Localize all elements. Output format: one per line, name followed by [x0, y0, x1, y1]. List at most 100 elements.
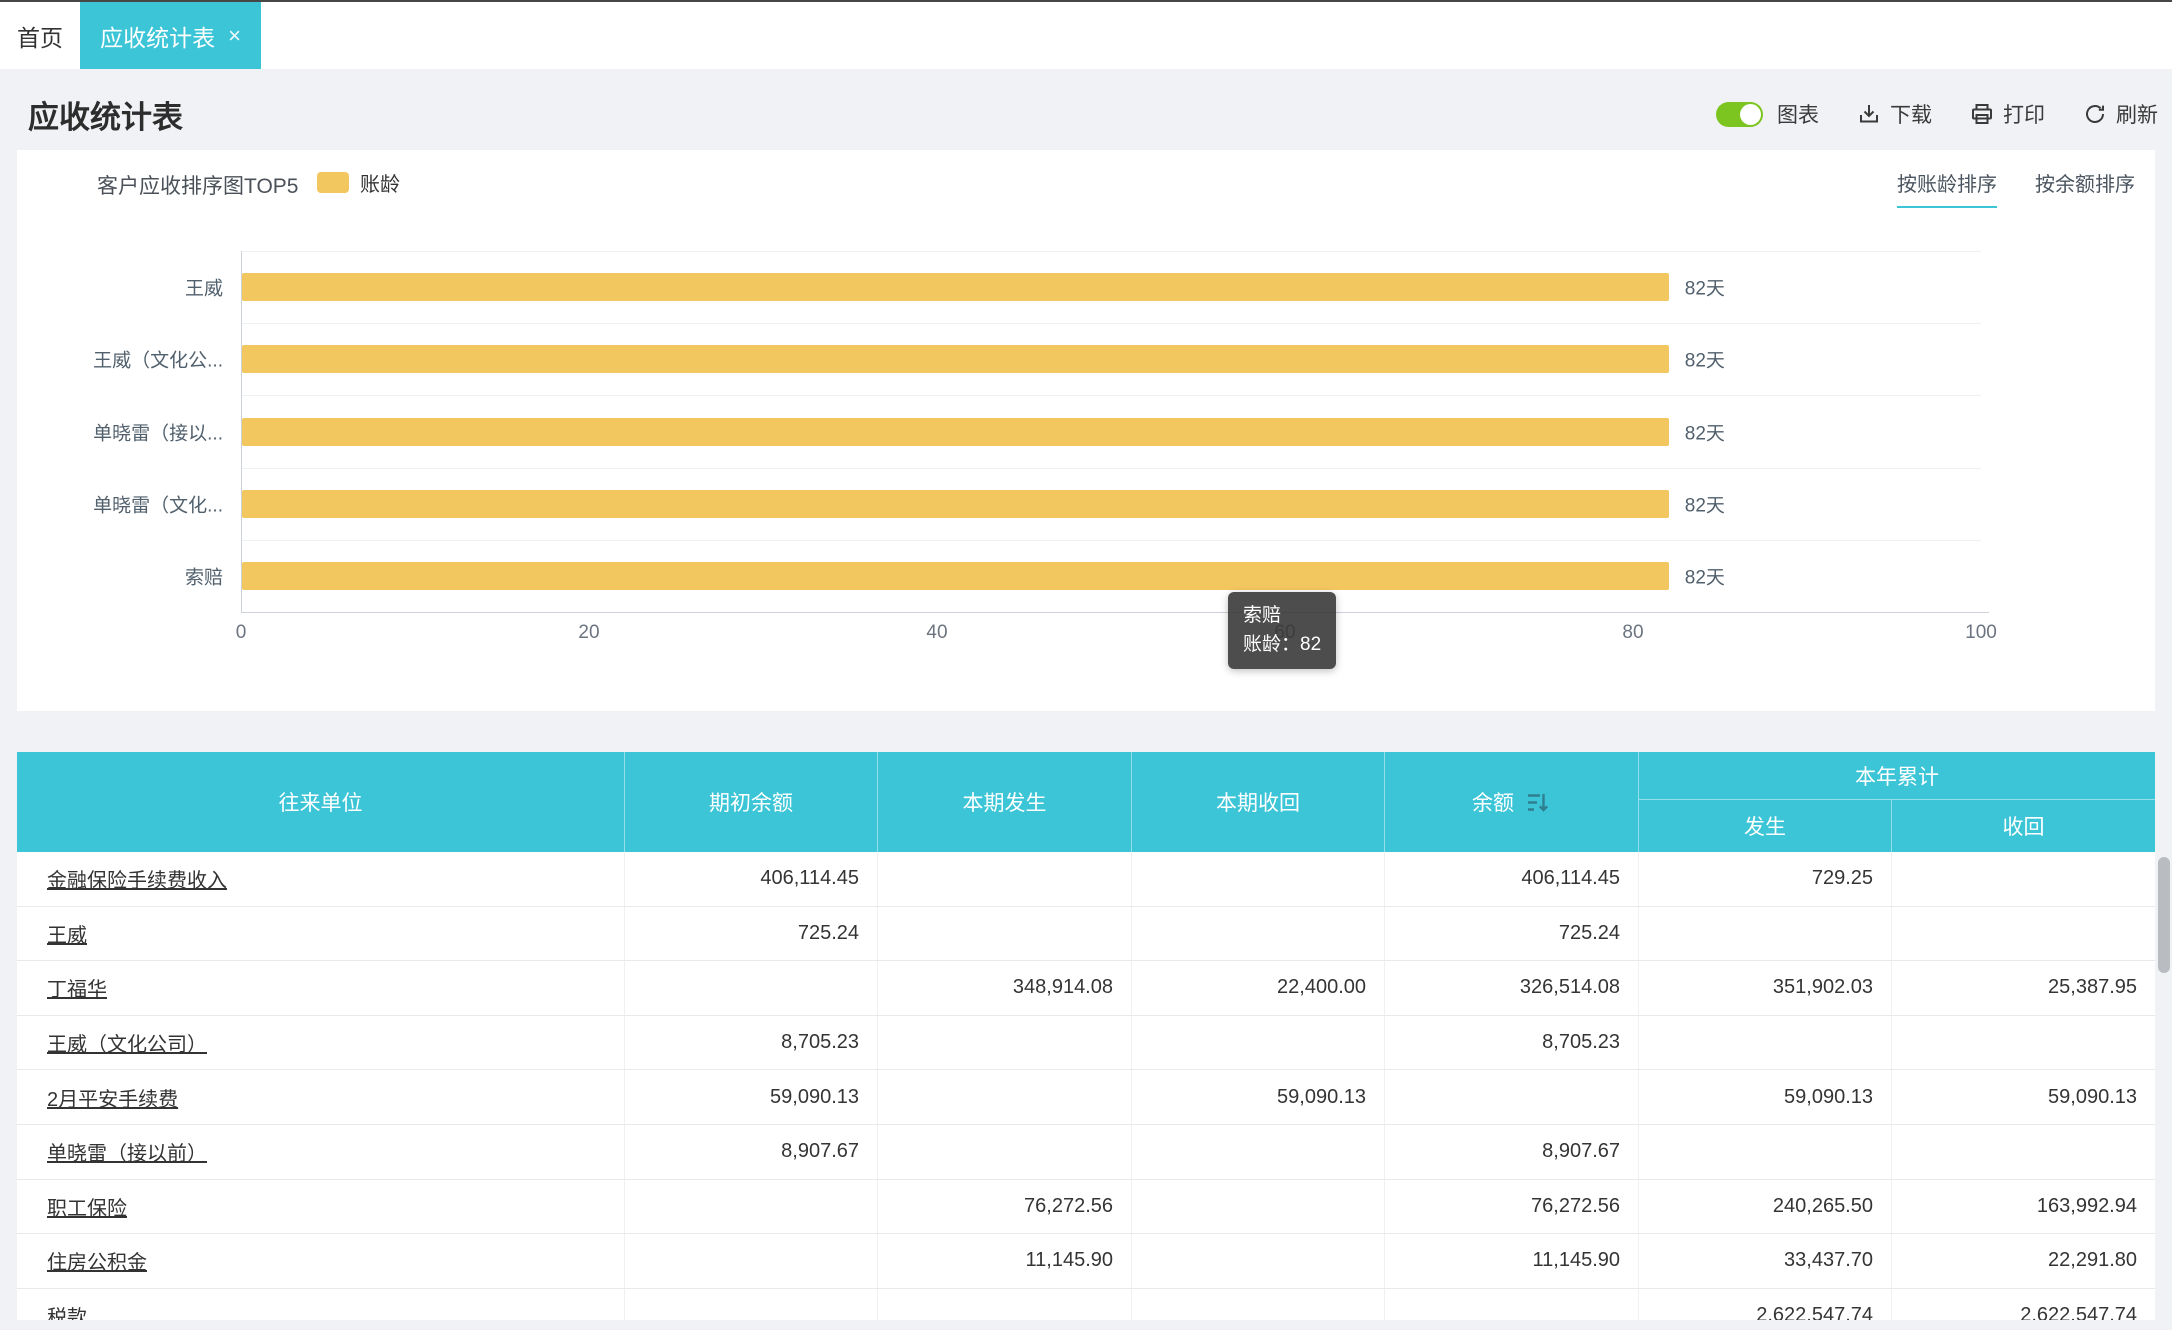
amount-cell: 326,514.08	[1385, 961, 1639, 1015]
category-label: 单晓雷（文化...	[93, 495, 223, 517]
amount-cell	[1892, 852, 2155, 906]
download-button[interactable]: 下载	[1857, 99, 1932, 129]
col-group-ytd: 本年累计 发生 收回	[1639, 752, 2155, 852]
amount-cell	[878, 1124, 1132, 1179]
chart-title: 客户应收排序图TOP5	[97, 175, 299, 198]
unit-cell: 职工保险	[17, 1179, 625, 1234]
col-header-opening-balance-label: 期初余额	[709, 792, 793, 815]
sort-by-age-tab[interactable]: 按账龄排序	[1897, 168, 1997, 208]
legend-swatch-icon	[317, 172, 349, 193]
category-label: 单晓雷（接以...	[93, 423, 223, 444]
unit-cell: 丁福华	[17, 961, 625, 1015]
col-header-unit: 往来单位	[17, 752, 625, 852]
tooltip-series-name: 索赔	[1243, 605, 1282, 626]
customer-link[interactable]: 王威（文化公司）	[47, 1034, 207, 1057]
chart-toggle[interactable]: 图表	[1716, 99, 1819, 129]
unit-cell: 住房公积金	[17, 1234, 625, 1288]
print-button[interactable]: 打印	[1970, 99, 2045, 129]
customer-link[interactable]: 王威	[47, 924, 87, 947]
col-header-current-received: 本期收回	[1132, 752, 1385, 852]
amount-cell: 8,907.67	[625, 1124, 878, 1179]
amount-cell: 729.25	[1639, 852, 1892, 906]
table-row: 丁福华 348,914.08 22,400.00 326,514.08 351,902.…	[17, 961, 2155, 1016]
chart-bar[interactable]	[242, 561, 1669, 590]
chart-sort-tabs: 按账龄排序 按余额排序	[1897, 168, 2135, 208]
customer-link[interactable]: 单晓雷（接以前）	[47, 1143, 207, 1166]
amount-cell: 725.24	[625, 906, 878, 961]
amount-cell: 11,145.90	[878, 1234, 1132, 1288]
unit-cell: 2月平安手续费	[17, 1070, 625, 1124]
chart-card: 王威 82天 王威（文化公... 82天 单晓雷（接以... 82天 单晓雷（文化... 82…	[17, 150, 2155, 711]
tab-home[interactable]: 首页	[0, 2, 80, 69]
unit-cell: 金融保险手续费收入	[17, 852, 625, 906]
customer-link[interactable]: 职工保险	[47, 1197, 127, 1220]
amount-cell: 59,090.13	[1132, 1070, 1385, 1124]
table-row: 税款 2,622,547.74 2,622,547.74	[17, 1288, 2155, 1320]
amount-cell	[878, 906, 1132, 961]
amount-cell	[625, 1179, 878, 1234]
refresh-button[interactable]: 刷新	[2083, 99, 2158, 129]
x-axis-tick-label: 100	[1965, 622, 1997, 643]
table-header: 往来单位 期初余额 本期发生 本期收回 余额 本年累计 发生 收回	[17, 752, 2155, 852]
grid-line	[241, 323, 1981, 325]
category-label: 索赔	[184, 567, 223, 589]
amount-cell: 11,145.90	[1385, 1234, 1639, 1288]
amount-cell	[1639, 1015, 1892, 1070]
x-axis-line	[241, 612, 1989, 613]
amount-cell	[1892, 907, 2155, 961]
amount-cell: 25,387.95	[2048, 976, 2137, 999]
table-row: 职工保险 76,272.56 76,272.56 240,265.50 163,992.…	[17, 1179, 2155, 1235]
amount-cell: 76,272.56	[878, 1179, 1132, 1234]
amount-cell	[878, 1015, 1132, 1070]
tab-receivable-stats[interactable]: 应收统计表 ×	[80, 2, 261, 69]
col-header-balance-label: 余额	[1472, 792, 1514, 815]
amount-cell: 59,090.13	[1639, 1070, 1892, 1124]
tab-receivable-stats-label: 应收统计表	[100, 24, 216, 51]
col-header-balance[interactable]: 余额	[1385, 752, 1639, 852]
x-axis-tick-label: 20	[578, 622, 600, 643]
col-header-current-incurred-label: 本期发生	[962, 792, 1047, 815]
unit-cell: 税款	[17, 1288, 625, 1320]
col-group-ytd-label: 本年累计	[1639, 752, 2155, 800]
grid-line	[241, 251, 1981, 252]
amount-cell	[1639, 1124, 1892, 1179]
x-axis-tick-label: 40	[926, 622, 948, 643]
amount-cell	[1639, 906, 1892, 961]
amount-cell: 76,272.56	[1385, 1179, 1639, 1234]
chart-bar[interactable]	[242, 345, 1669, 374]
amount-cell	[1385, 1288, 1639, 1320]
customer-link[interactable]: 金融保险手续费收入	[47, 870, 227, 893]
amount-cell	[1385, 1070, 1639, 1124]
amount-cell: 8,907.67	[1385, 1124, 1639, 1179]
amount-cell: 351,902.03	[1639, 961, 1892, 1015]
col-header-ytd-received: 收回	[2002, 816, 2045, 839]
bar-value-label: 82天	[1684, 278, 1725, 300]
chart-tooltip: 索赔 账龄：82	[1228, 592, 1337, 669]
sort-desc-icon[interactable]	[1524, 789, 1551, 816]
amount-cell	[1132, 1015, 1385, 1070]
grid-line	[241, 539, 1981, 541]
close-icon[interactable]: ×	[228, 22, 241, 48]
category-label: 王威	[184, 278, 223, 300]
download-icon	[1857, 102, 1881, 126]
legend-item[interactable]: 账龄	[317, 168, 400, 197]
sort-by-balance-tab[interactable]: 按余额排序	[2035, 174, 2135, 196]
legend-label: 账龄	[360, 174, 400, 196]
bar-value-label: 82天	[1684, 423, 1725, 444]
customer-link[interactable]: 税款	[47, 1307, 87, 1320]
refresh-label: 刷新	[2116, 104, 2158, 127]
chart-bar[interactable]	[242, 417, 1669, 446]
amount-cell: 59,090.13	[625, 1070, 878, 1124]
chart-bar[interactable]	[242, 273, 1669, 302]
table-row: 2月平安手续费 59,090.13 59,090.13 59,090.13 59,090…	[17, 1070, 2155, 1125]
customer-link[interactable]: 住房公积金	[47, 1252, 147, 1275]
amount-cell: 348,914.08	[878, 961, 1132, 1015]
unit-cell: 单晓雷（接以前）	[17, 1124, 625, 1179]
chart-bar[interactable]	[242, 489, 1669, 518]
amount-cell: 406,114.45	[1385, 852, 1639, 906]
vertical-scrollbar-thumb[interactable]	[2158, 857, 2170, 973]
customer-link[interactable]: 丁福华	[47, 979, 107, 1002]
toggle-on-icon[interactable]	[1716, 101, 1763, 127]
amount-cell	[1132, 1288, 1385, 1320]
customer-link[interactable]: 2月平安手续费	[47, 1088, 179, 1111]
